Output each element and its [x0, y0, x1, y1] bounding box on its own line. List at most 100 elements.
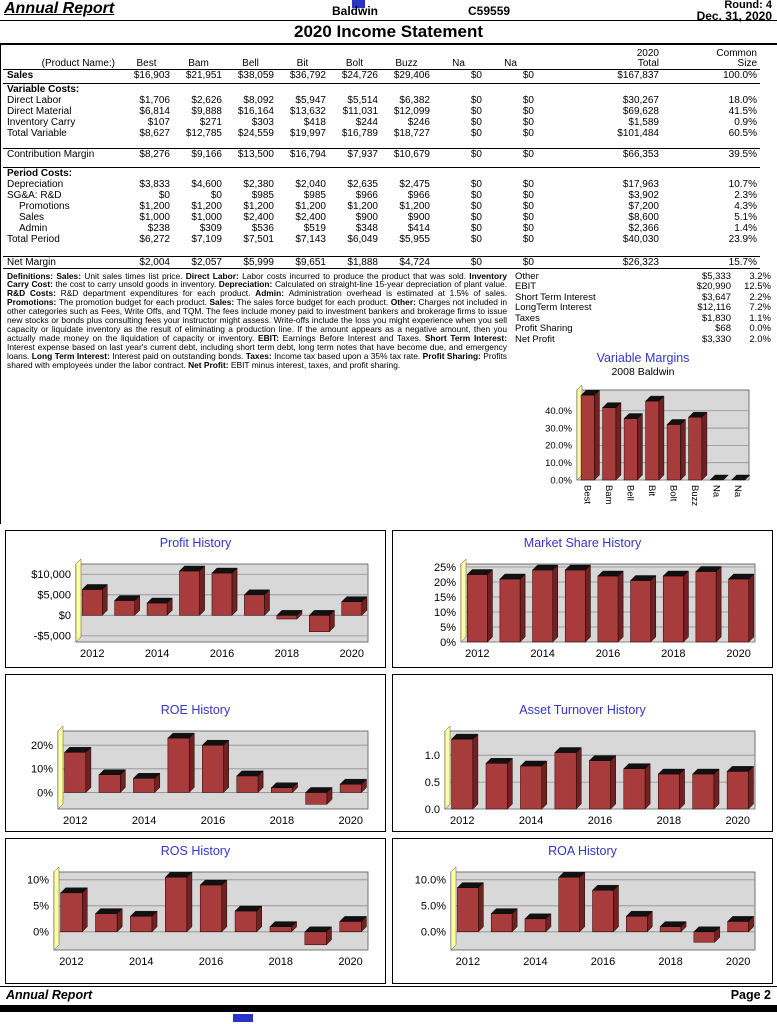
value-cell: $7,143	[295, 234, 326, 245]
spacer-cell	[3, 245, 760, 256]
value-cell: $19,997	[289, 128, 326, 139]
value-cell: $0	[470, 223, 482, 234]
value-cell: $12,785	[185, 128, 222, 139]
summary-percent: 7.2%	[749, 302, 771, 313]
statement-row: Sales $16,903 $21,951 $38,059 $36,792 $24,726…	[3, 69, 760, 81]
product-column-header: Bit	[296, 57, 309, 69]
summary-row: LongTerm Interest $12,116 7.2%	[515, 302, 771, 314]
value-cell: $303	[251, 117, 274, 128]
svg-text:2020: 2020	[725, 956, 749, 968]
svg-text:2012: 2012	[79, 648, 103, 660]
asset-turnover-history-title: Asset Turnover History	[519, 703, 646, 717]
roa-history-panel: ROA History 0.0% 5.0% 10.0% 2012 2014 2016 201…	[392, 838, 773, 984]
svg-text:$10,000: $10,000	[31, 569, 71, 581]
summary-value: $3,647	[701, 291, 731, 303]
value-cell: $966	[355, 190, 378, 201]
svg-text:2014: 2014	[131, 815, 155, 827]
summary-label: Taxes	[515, 312, 540, 324]
value-cell: $16,903	[133, 69, 170, 81]
product-column-header: Bam	[188, 57, 209, 69]
svg-text:0.0%: 0.0%	[420, 927, 445, 939]
report-title: Annual Report	[4, 0, 115, 17]
value-cell: $1,200	[139, 201, 170, 212]
value-cell: $21,951	[185, 69, 222, 81]
svg-text:40.0%: 40.0%	[545, 406, 572, 417]
value-cell	[381, 167, 433, 179]
summary-label: LongTerm Interest	[515, 302, 592, 313]
value-cell: $985	[303, 190, 326, 201]
value-cell: $5,947	[295, 95, 326, 106]
statement-row: Direct Material $6,814 $9,888 $16,164 $13,63…	[3, 106, 760, 117]
value-cell: $5,514	[347, 95, 378, 106]
svg-text:2014: 2014	[523, 956, 547, 968]
value-cell	[173, 83, 225, 95]
profit-history-title: Profit History	[159, 536, 232, 550]
product-column-header: Na	[452, 57, 465, 69]
value-cell: $0	[470, 201, 482, 212]
roe-history-panel: ROE History 0% 10% 20% 2012 2014 2016 2018 2020	[5, 674, 386, 832]
value-cell: $0	[210, 190, 222, 201]
svg-text:2012: 2012	[465, 648, 489, 660]
total-cell: $69,628	[622, 106, 659, 117]
svg-text:2012: 2012	[62, 815, 86, 827]
svg-text:10%: 10%	[26, 875, 48, 887]
value-cell	[485, 167, 537, 179]
company-code: C59559	[468, 4, 511, 18]
value-cell	[329, 167, 381, 179]
value-cell: $0	[522, 69, 534, 81]
total-cell: $66,353	[537, 147, 662, 160]
value-cell: $1,706	[139, 95, 170, 106]
spacer-row	[3, 160, 760, 168]
svg-text:$5,000: $5,000	[37, 590, 71, 602]
roa-history-chart: 0.0% 5.0% 10.0% 2012 2014 2016 2018 2020	[414, 866, 755, 968]
svg-text:2016: 2016	[587, 815, 611, 827]
svg-text:0%: 0%	[37, 787, 53, 799]
svg-text:Bam: Bam	[603, 485, 614, 505]
profit-history-panel: Profit History -$5,000 $0 $5,000 $10,000 201…	[5, 530, 386, 668]
common-size-cell: 15.7%	[662, 255, 760, 268]
statement-row: Inventory Carry $107 $271 $303 $418 $244 $246 $…	[3, 117, 760, 128]
definitions-text: Definitions: Sales: Unit sales times lis…	[7, 270, 507, 371]
common-size-cell: 0.9%	[734, 117, 757, 128]
income-statement-table: (Product Name:) Best Bam Bell Bit Bolt Buzz Na N…	[3, 45, 760, 269]
total-cell: $7,200	[628, 201, 659, 212]
statement-row: Contribution Margin $8,276 $9,166 $13,500 $1…	[3, 147, 760, 160]
summary-label: Net Profit	[515, 333, 555, 345]
roe-history-title: ROE History	[160, 703, 231, 717]
row-label: Depreciation	[7, 179, 64, 190]
total-cell: $40,030	[622, 234, 659, 245]
value-cell: $0	[158, 190, 170, 201]
value-cell: $238	[147, 223, 170, 234]
value-cell: $536	[251, 223, 274, 234]
svg-text:20%: 20%	[433, 577, 455, 589]
value-cell: $1,200	[191, 201, 222, 212]
value-cell: $2,400	[295, 212, 326, 223]
value-cell: $29,406	[393, 69, 430, 81]
value-cell: $0	[485, 255, 537, 268]
value-cell: $5,955	[399, 234, 430, 245]
svg-text:Bit: Bit	[646, 485, 657, 496]
footer-page-number: Page 2	[730, 988, 771, 1002]
header-line: Common	[716, 47, 757, 59]
row-label: SG&A: R&D	[7, 190, 62, 201]
value-cell	[329, 83, 381, 95]
lower-section: Definitions: Sales: Unit sales times lis…	[1, 269, 777, 525]
header-line: 2020	[636, 47, 659, 59]
value-cell: $0	[470, 69, 482, 81]
value-cell: $0	[522, 95, 534, 106]
row-label: Period Costs:	[3, 167, 121, 179]
total-cell: $30,267	[622, 95, 659, 106]
statement-title: 2020 Income Statement	[0, 21, 777, 45]
page-bottom-bar	[0, 1005, 777, 1012]
value-cell: $16,794	[277, 147, 329, 160]
asset-turnover-history-chart: 0.0 0.5 1.0 2012 2014 2016 2018 2020	[424, 725, 755, 827]
svg-text:2020: 2020	[725, 815, 749, 827]
value-cell: $1,000	[191, 212, 222, 223]
svg-text:2018: 2018	[274, 648, 298, 660]
value-cell: $519	[303, 223, 326, 234]
value-cell: $2,380	[243, 179, 274, 190]
variable-margins-chart: 0.0% 10.0% 20.0% 30.0% 40.0% Best Bam Bell Bit Bo…	[545, 384, 751, 506]
svg-text:2016: 2016	[595, 648, 619, 660]
value-cell: $0	[522, 223, 534, 234]
svg-text:Best: Best	[581, 485, 592, 504]
